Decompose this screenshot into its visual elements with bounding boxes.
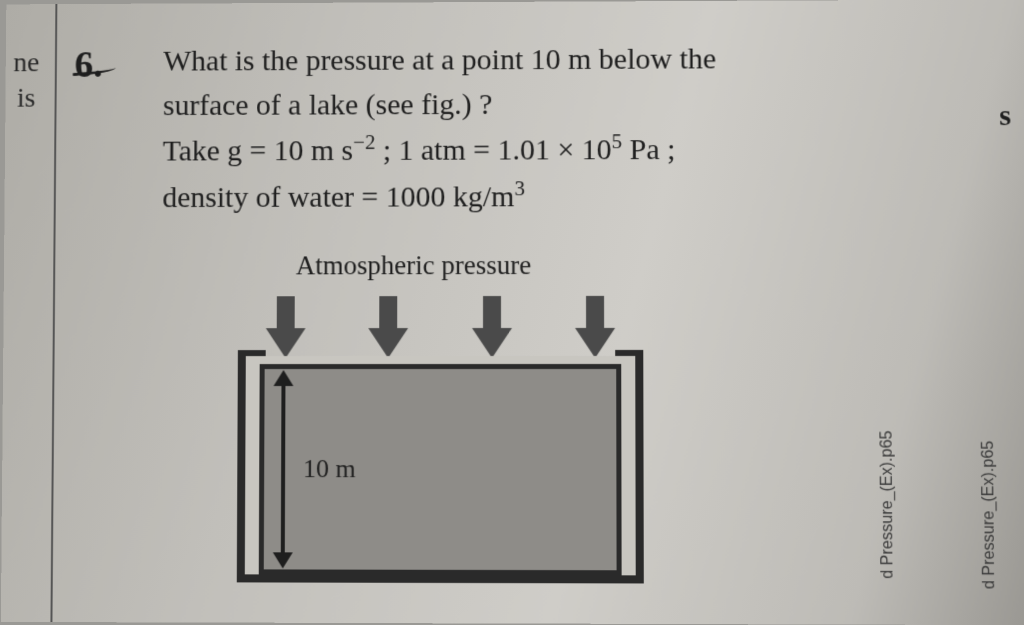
down-arrow-icon: [266, 294, 306, 364]
density-exponent: 3: [514, 176, 524, 200]
atm-unit: Pa ;: [622, 133, 675, 166]
question-number-text: 6.: [74, 44, 102, 85]
density-value: 1000: [386, 180, 446, 213]
g-value: 10: [274, 135, 304, 168]
density-unit: kg/m: [445, 180, 514, 213]
depth-value: 10: [531, 43, 561, 76]
page-footer-file-2: d Pressure_(Ex).p65: [980, 441, 1000, 590]
atm-value: 1.01 × 10: [497, 134, 611, 167]
down-arrow-icon: [369, 294, 409, 364]
adjacent-page-fragment: s: [999, 99, 1011, 133]
depth-dimension-line: [281, 374, 286, 562]
question-line-2: surface of a lake (see fig.) ?: [163, 82, 961, 127]
down-arrow-icon: [575, 294, 615, 364]
text-fragment: What is the pressure at a point: [163, 43, 530, 77]
textbook-page: ne is 6. What is the pressure at a point…: [1, 0, 1024, 625]
pressure-arrows-row: [266, 294, 616, 364]
question-line-3: Take g = 10 m s−2 ; 1 atm = 1.01 × 105 P…: [163, 126, 962, 173]
text-fragment: Take g =: [163, 135, 274, 168]
text-fragment: density of water =: [162, 180, 385, 213]
g-exponent: −2: [353, 130, 375, 154]
margin-fragment-2: is: [5, 83, 47, 115]
margin-rule: [50, 4, 57, 622]
depth-unit: m: [561, 43, 599, 76]
arrowhead-down-icon: [273, 552, 293, 568]
depth-dimension-label: 10 m: [303, 454, 356, 484]
text-fragment: ; 1 atm =: [375, 134, 497, 167]
question-line-4: density of water = 1000 kg/m3: [162, 173, 961, 219]
arrowhead-up-icon: [274, 370, 294, 386]
left-margin-text: ne is: [5, 44, 47, 119]
margin-fragment-1: ne: [6, 47, 48, 79]
atm-exponent: 5: [612, 130, 623, 154]
question-number: 6.: [74, 43, 102, 86]
figure-top-label: Atmospheric pressure: [296, 250, 531, 281]
down-arrow-icon: [472, 294, 512, 364]
page-footer-file-1: d Pressure_(Ex).p65: [878, 430, 897, 578]
text-fragment: below the: [599, 43, 716, 76]
g-unit: m s: [303, 134, 353, 167]
pressure-diagram: 10 m: [225, 294, 656, 586]
question-text: What is the pressure at a point 10 m bel…: [162, 37, 961, 221]
question-line-1: What is the pressure at a point 10 m bel…: [163, 37, 961, 83]
